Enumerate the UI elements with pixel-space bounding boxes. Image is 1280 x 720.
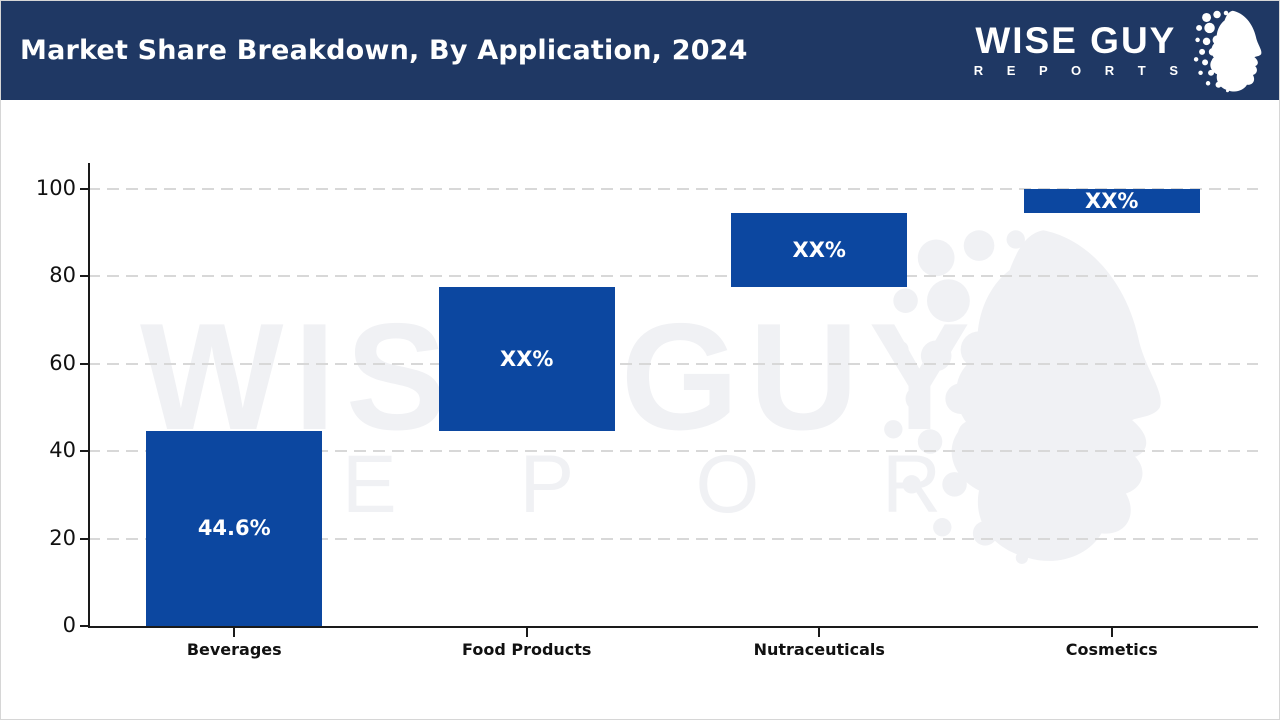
y-tick-mark <box>80 537 88 540</box>
x-category-label: Beverages <box>186 640 282 659</box>
y-tick-label: 100 <box>35 175 76 200</box>
logo-reports-label: R E P O R T S <box>973 63 1188 78</box>
y-tick-mark <box>80 275 88 277</box>
y-tick-mark <box>80 450 88 452</box>
x-category-label: Nutraceuticals <box>753 640 885 659</box>
x-tick-mark <box>1110 628 1113 637</box>
bar-value-label: XX% <box>1085 188 1139 213</box>
bar-nutraceuticals: XX% <box>731 213 908 287</box>
y-axis-line <box>88 163 90 628</box>
y-tick-label: 80 <box>49 263 76 287</box>
bar-value-label: 44.6% <box>197 516 271 541</box>
watermark-face-icon <box>872 215 1184 567</box>
gridline-100 <box>88 187 1258 190</box>
x-category-label: Food Products <box>462 640 592 659</box>
x-category-label: Cosmetics <box>1065 640 1158 659</box>
bar-cosmetics: XX% <box>1023 188 1200 214</box>
gridline-80 <box>88 275 1258 277</box>
logo-wise-guy-label: WISE GUY <box>975 20 1177 61</box>
header-bar: Market Share Breakdown, By Application, … <box>0 0 1280 100</box>
y-tick-mark <box>80 625 88 627</box>
bar-value-label: XX% <box>500 346 554 371</box>
gridline-20 <box>88 537 1258 540</box>
y-tick-label: 60 <box>49 350 76 375</box>
y-tick-mark <box>80 362 88 365</box>
logo-text: WISE GUY R E P O R T S <box>964 20 1188 79</box>
bar-beverages: 44.6% <box>146 430 323 626</box>
y-tick-label: 40 <box>49 438 76 462</box>
y-tick-mark <box>80 187 88 190</box>
y-tick-label: 0 <box>62 613 76 637</box>
x-axis-line <box>88 626 1258 628</box>
gridline-60 <box>88 362 1258 365</box>
x-tick-mark <box>818 628 821 637</box>
logo-face-icon <box>1190 7 1268 93</box>
gridline-40 <box>88 450 1258 452</box>
wise-guy-reports-logo: WISE GUY R E P O R T S <box>964 6 1268 94</box>
bar-value-label: XX% <box>792 237 846 262</box>
bar-food-products: XX% <box>438 286 615 431</box>
watermark-text-line2: R E P O R T S <box>160 439 1162 624</box>
x-tick-mark <box>525 628 528 637</box>
y-tick-label: 20 <box>49 525 76 550</box>
chart-title: Market Share Breakdown, By Application, … <box>20 34 748 66</box>
x-tick-mark <box>233 628 236 637</box>
